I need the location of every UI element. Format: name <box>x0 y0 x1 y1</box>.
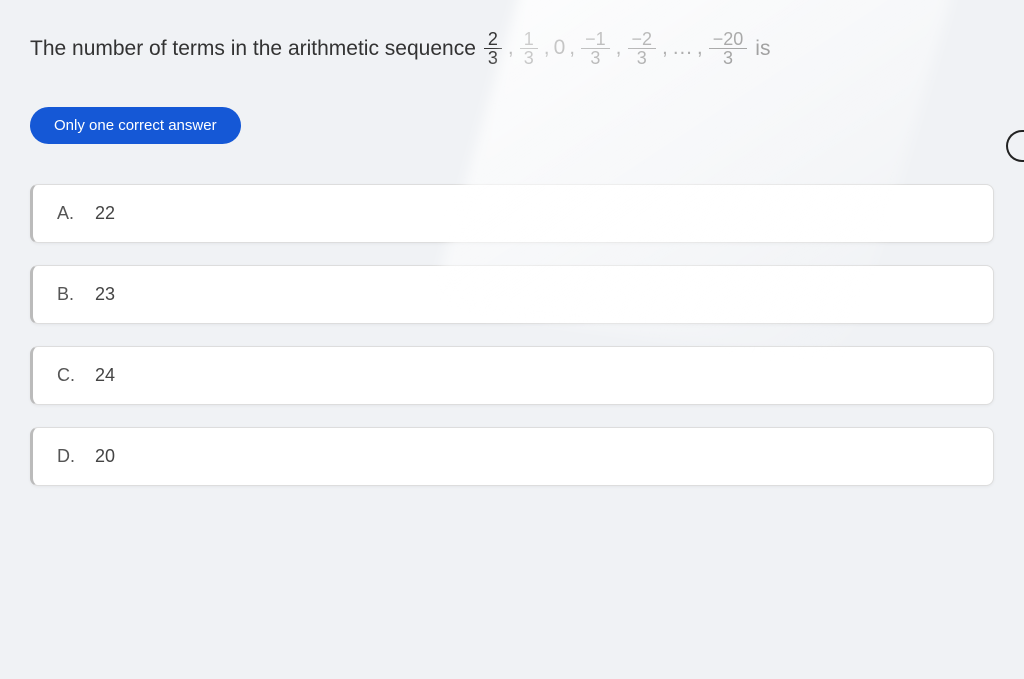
fraction-denominator: 3 <box>586 49 604 67</box>
fraction-numerator: −20 <box>709 30 748 49</box>
sequence-separator: , <box>544 36 550 59</box>
option-c[interactable]: C.24 <box>30 346 994 405</box>
fraction-numerator: 1 <box>520 30 538 49</box>
fraction-denominator: 3 <box>484 49 502 67</box>
fraction-numerator: −1 <box>581 30 610 49</box>
option-d[interactable]: D.20 <box>30 427 994 486</box>
fraction-denominator: 3 <box>719 49 737 67</box>
sequence-fraction: −203 <box>709 30 748 67</box>
sequence: 23,13,0,−13,−23,…,−203 <box>482 30 749 67</box>
option-value: 20 <box>95 446 115 467</box>
side-indicator <box>1006 130 1024 162</box>
sequence-term: … <box>672 36 693 59</box>
options-list: A.22 B.23 C.24 D.20 <box>30 184 994 486</box>
sequence-separator: , <box>616 36 622 59</box>
fraction-denominator: 3 <box>633 49 651 67</box>
question-suffix: is <box>755 33 770 65</box>
option-value: 23 <box>95 284 115 305</box>
option-letter: B. <box>57 284 95 305</box>
option-value: 22 <box>95 203 115 224</box>
sequence-separator: , <box>569 36 575 59</box>
option-b[interactable]: B.23 <box>30 265 994 324</box>
sequence-term: 0 <box>554 36 566 59</box>
option-value: 24 <box>95 365 115 386</box>
sequence-fraction: 23 <box>484 30 502 67</box>
question-text: The number of terms in the arithmetic se… <box>30 30 994 67</box>
sequence-fraction: 13 <box>520 30 538 67</box>
option-letter: A. <box>57 203 95 224</box>
sequence-fraction: −13 <box>581 30 610 67</box>
option-letter: D. <box>57 446 95 467</box>
answer-type-badge: Only one correct answer <box>30 107 241 144</box>
sequence-separator: , <box>697 36 703 59</box>
sequence-separator: , <box>662 36 668 59</box>
sequence-separator: , <box>508 36 514 59</box>
sequence-fraction: −23 <box>628 30 657 67</box>
fraction-denominator: 3 <box>520 49 538 67</box>
fraction-numerator: −2 <box>628 30 657 49</box>
fraction-numerator: 2 <box>484 30 502 49</box>
option-letter: C. <box>57 365 95 386</box>
option-a[interactable]: A.22 <box>30 184 994 243</box>
question-prefix: The number of terms in the arithmetic se… <box>30 33 476 65</box>
